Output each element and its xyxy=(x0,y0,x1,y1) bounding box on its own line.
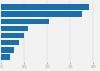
Bar xyxy=(1,33,24,38)
Bar xyxy=(1,26,28,31)
Bar xyxy=(1,54,10,60)
Bar xyxy=(1,19,50,24)
Bar xyxy=(1,40,20,45)
Bar xyxy=(1,4,89,10)
Bar xyxy=(1,47,14,53)
Bar xyxy=(1,11,82,17)
